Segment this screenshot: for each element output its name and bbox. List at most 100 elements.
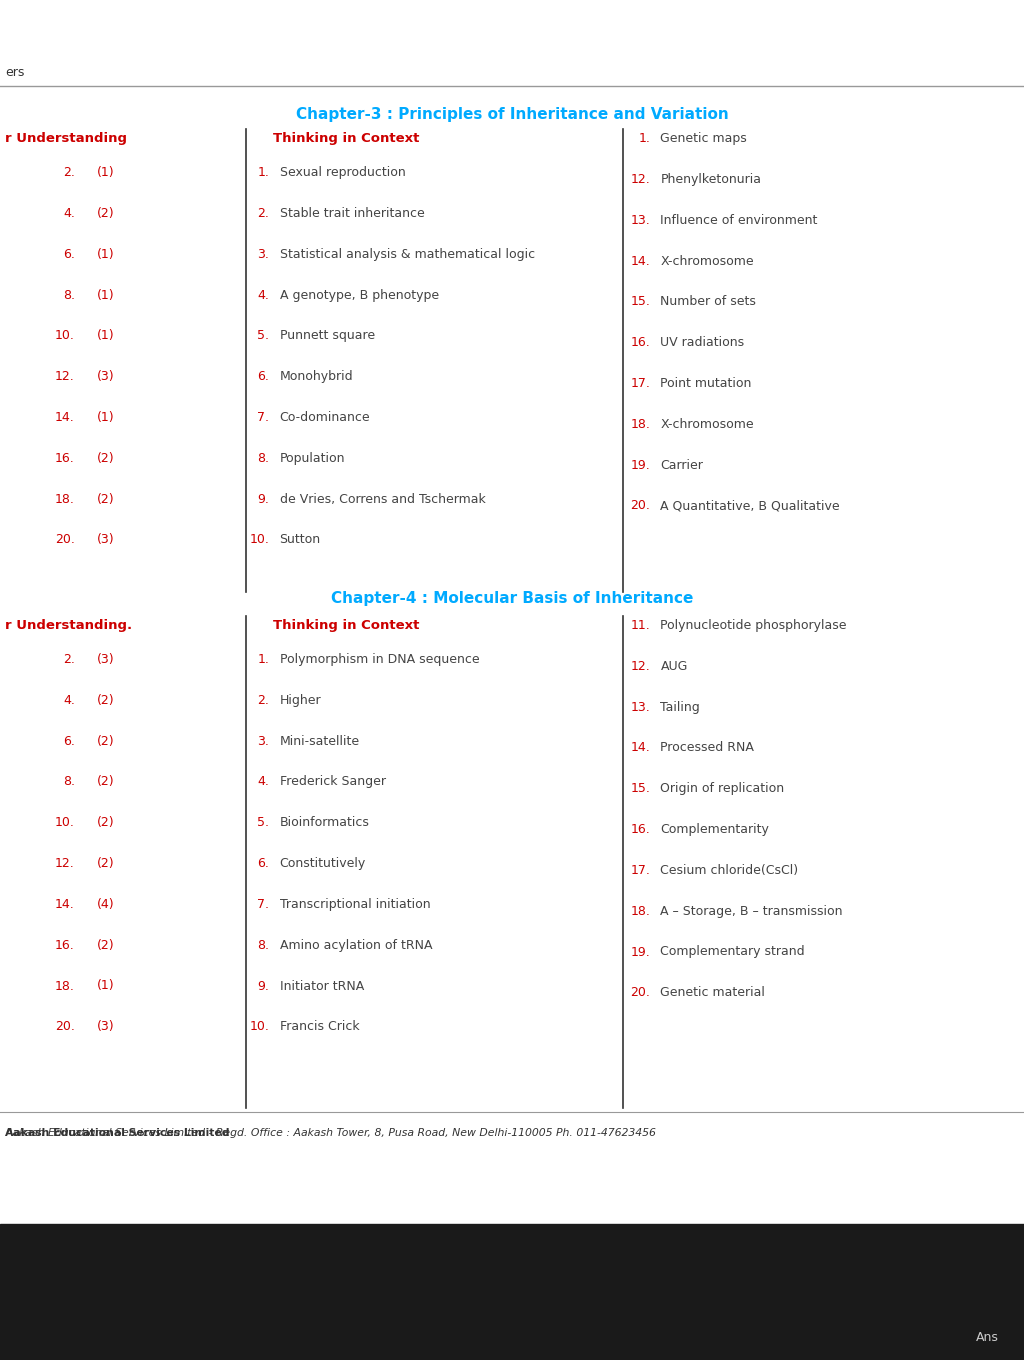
- Text: 20.: 20.: [631, 499, 650, 513]
- Text: (1): (1): [97, 166, 115, 180]
- Text: 14.: 14.: [55, 898, 75, 911]
- Text: Monohybrid: Monohybrid: [280, 370, 353, 384]
- Text: (3): (3): [97, 533, 115, 547]
- Text: 6.: 6.: [62, 734, 75, 748]
- Text: (2): (2): [97, 938, 115, 952]
- Text: Constitutively: Constitutively: [280, 857, 366, 870]
- Text: r Understanding.: r Understanding.: [5, 619, 132, 632]
- Text: 15.: 15.: [631, 782, 650, 796]
- Text: 1.: 1.: [638, 132, 650, 146]
- Text: 20.: 20.: [55, 1020, 75, 1034]
- Text: (2): (2): [97, 694, 115, 707]
- Text: 19.: 19.: [631, 458, 650, 472]
- Text: Mini-satellite: Mini-satellite: [280, 734, 359, 748]
- Text: (3): (3): [97, 653, 115, 666]
- Text: Statistical analysis & mathematical logic: Statistical analysis & mathematical logi…: [280, 248, 535, 261]
- Text: 5.: 5.: [257, 816, 269, 830]
- Text: Complementarity: Complementarity: [660, 823, 769, 836]
- Text: Bioinformatics: Bioinformatics: [280, 816, 370, 830]
- Text: 14.: 14.: [55, 411, 75, 424]
- Text: 7.: 7.: [257, 898, 269, 911]
- Text: A Quantitative, B Qualitative: A Quantitative, B Qualitative: [660, 499, 840, 513]
- Text: 8.: 8.: [257, 452, 269, 465]
- Text: Punnett square: Punnett square: [280, 329, 375, 343]
- Text: Tailing: Tailing: [660, 700, 700, 714]
- Text: 10.: 10.: [250, 533, 269, 547]
- Text: X-chromosome: X-chromosome: [660, 254, 754, 268]
- Text: 4.: 4.: [257, 775, 269, 789]
- Text: 16.: 16.: [55, 938, 75, 952]
- Text: 9.: 9.: [257, 492, 269, 506]
- Text: Sutton: Sutton: [280, 533, 321, 547]
- Text: 15.: 15.: [631, 295, 650, 309]
- Text: 18.: 18.: [55, 979, 75, 993]
- Text: X-chromosome: X-chromosome: [660, 418, 754, 431]
- Text: 18.: 18.: [55, 492, 75, 506]
- Text: (1): (1): [97, 248, 115, 261]
- Text: (1): (1): [97, 329, 115, 343]
- Text: 10.: 10.: [55, 816, 75, 830]
- Text: 20.: 20.: [631, 986, 650, 1000]
- Text: Thinking in Context: Thinking in Context: [273, 132, 420, 146]
- Text: 9.: 9.: [257, 979, 269, 993]
- Text: Thinking in Context: Thinking in Context: [273, 619, 420, 632]
- Text: 4.: 4.: [257, 288, 269, 302]
- Text: A – Storage, B – transmission: A – Storage, B – transmission: [660, 904, 843, 918]
- Text: 4.: 4.: [62, 207, 75, 220]
- Text: 16.: 16.: [631, 336, 650, 350]
- Text: 12.: 12.: [55, 857, 75, 870]
- Text: Higher: Higher: [280, 694, 322, 707]
- Text: Genetic maps: Genetic maps: [660, 132, 748, 146]
- Text: 3.: 3.: [257, 248, 269, 261]
- Text: Polynucleotide phosphorylase: Polynucleotide phosphorylase: [660, 619, 847, 632]
- Text: UV radiations: UV radiations: [660, 336, 744, 350]
- Text: Aakash Educational Services Limited - Regd. Office : Aakash Tower, 8, Pusa Road,: Aakash Educational Services Limited - Re…: [5, 1127, 656, 1138]
- Text: Frederick Sanger: Frederick Sanger: [280, 775, 386, 789]
- Text: 1.: 1.: [257, 653, 269, 666]
- Text: (2): (2): [97, 207, 115, 220]
- Text: (2): (2): [97, 734, 115, 748]
- Text: 6.: 6.: [257, 370, 269, 384]
- Text: 6.: 6.: [257, 857, 269, 870]
- Text: (2): (2): [97, 816, 115, 830]
- Text: (2): (2): [97, 452, 115, 465]
- Text: 2.: 2.: [62, 166, 75, 180]
- Text: 12.: 12.: [55, 370, 75, 384]
- Text: 7.: 7.: [257, 411, 269, 424]
- Text: Genetic material: Genetic material: [660, 986, 765, 1000]
- Text: (3): (3): [97, 1020, 115, 1034]
- Text: Ans: Ans: [976, 1330, 998, 1344]
- Text: 16.: 16.: [631, 823, 650, 836]
- Text: 2.: 2.: [257, 694, 269, 707]
- Text: Number of sets: Number of sets: [660, 295, 757, 309]
- Text: Chapter-3 : Principles of Inheritance and Variation: Chapter-3 : Principles of Inheritance an…: [296, 106, 728, 122]
- Text: Co-dominance: Co-dominance: [280, 411, 371, 424]
- Text: Stable trait inheritance: Stable trait inheritance: [280, 207, 424, 220]
- Text: 13.: 13.: [631, 214, 650, 227]
- Text: (4): (4): [97, 898, 115, 911]
- Bar: [0, 1224, 1024, 1360]
- Text: (2): (2): [97, 857, 115, 870]
- Text: ers: ers: [5, 65, 25, 79]
- Text: Initiator tRNA: Initiator tRNA: [280, 979, 364, 993]
- Text: 1.: 1.: [257, 166, 269, 180]
- Text: (3): (3): [97, 370, 115, 384]
- Text: 10.: 10.: [250, 1020, 269, 1034]
- Text: A genotype, B phenotype: A genotype, B phenotype: [280, 288, 438, 302]
- Text: (1): (1): [97, 288, 115, 302]
- Text: Aakash Educational Services Limited: Aakash Educational Services Limited: [5, 1127, 229, 1138]
- Text: Francis Crick: Francis Crick: [280, 1020, 359, 1034]
- Text: Phenylketonuria: Phenylketonuria: [660, 173, 762, 186]
- Text: r Understanding: r Understanding: [5, 132, 127, 146]
- Text: Complementary strand: Complementary strand: [660, 945, 805, 959]
- Text: de Vries, Correns and Tschermak: de Vries, Correns and Tschermak: [280, 492, 485, 506]
- Text: (1): (1): [97, 411, 115, 424]
- Text: 2.: 2.: [257, 207, 269, 220]
- Text: Influence of environment: Influence of environment: [660, 214, 818, 227]
- Text: 18.: 18.: [631, 418, 650, 431]
- Text: Origin of replication: Origin of replication: [660, 782, 784, 796]
- Text: AUG: AUG: [660, 660, 688, 673]
- Text: 2.: 2.: [62, 653, 75, 666]
- Text: 4.: 4.: [62, 694, 75, 707]
- Text: 17.: 17.: [631, 377, 650, 390]
